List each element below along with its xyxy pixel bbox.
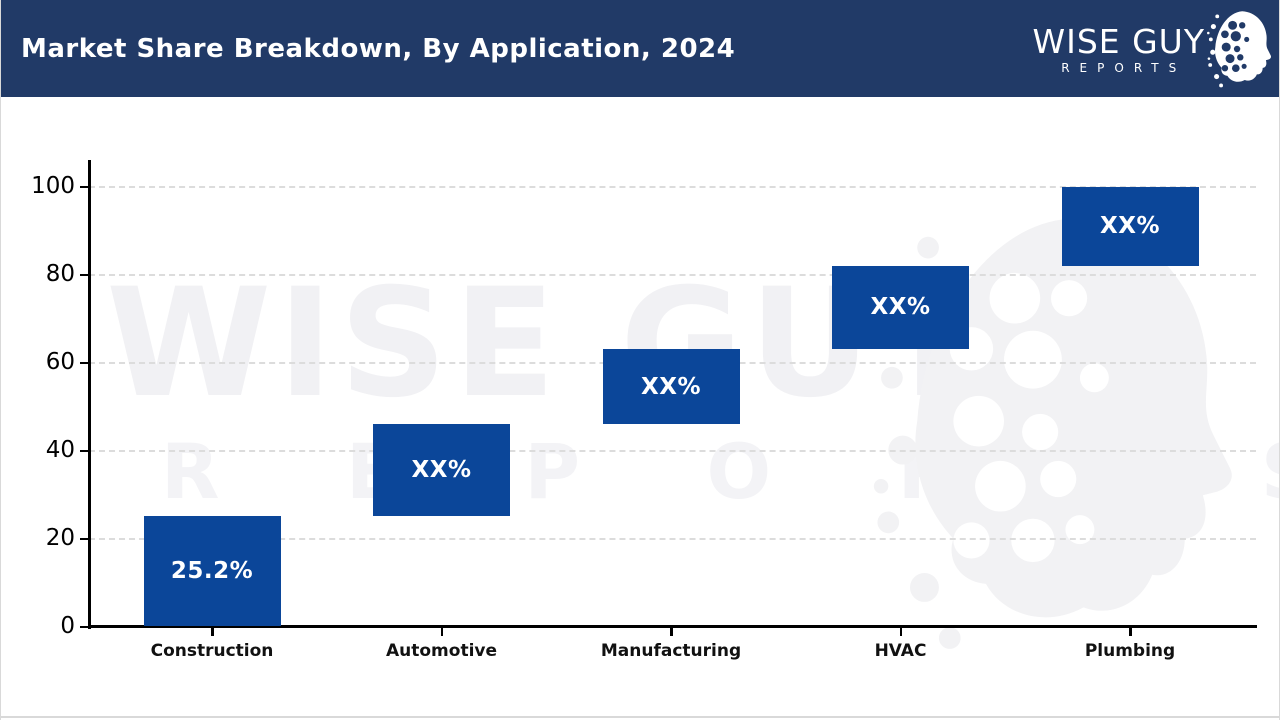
y-tick-label: 40 bbox=[45, 436, 75, 463]
y-tick-mark bbox=[80, 361, 89, 364]
y-tick-mark bbox=[80, 185, 89, 188]
brand-logo-text: WISE GUY REPORTS bbox=[1032, 25, 1205, 74]
y-axis-line bbox=[88, 160, 91, 629]
x-tick-mark bbox=[1129, 628, 1132, 636]
y-tick-mark bbox=[80, 449, 89, 452]
brand-name: WISE GUY bbox=[1032, 21, 1205, 61]
brand-subname: REPORTS bbox=[1061, 60, 1187, 75]
bar-manufacturing: XX% bbox=[602, 349, 740, 425]
x-axis-line bbox=[88, 625, 1257, 628]
gridline-80 bbox=[89, 273, 1256, 276]
brand-logo: WISE GUY REPORTS bbox=[1032, 6, 1271, 92]
bottom-border bbox=[1, 716, 1279, 718]
chart-area: WISE GUY R E P O R T S 0 20 40 60 80 100 25.2%… bbox=[1, 97, 1279, 717]
x-category-label: HVAC bbox=[874, 640, 927, 661]
y-tick-mark bbox=[80, 625, 89, 628]
bar-value-label: XX% bbox=[1099, 213, 1160, 240]
x-tick-mark bbox=[670, 628, 673, 636]
x-category-label: Plumbing bbox=[1084, 640, 1176, 661]
gridline-40 bbox=[89, 449, 1256, 452]
bar-construction: 25.2% bbox=[143, 515, 281, 627]
y-tick-label: 0 bbox=[60, 612, 75, 639]
bar-value-label: XX% bbox=[640, 373, 701, 400]
gridline-20 bbox=[89, 537, 1256, 540]
x-tick-mark bbox=[440, 628, 443, 636]
x-tick-mark bbox=[899, 628, 902, 636]
y-tick-mark bbox=[80, 273, 89, 276]
bar-value-label: XX% bbox=[870, 294, 931, 321]
y-tick-label: 60 bbox=[45, 348, 75, 375]
head-profile-icon bbox=[1207, 11, 1271, 88]
y-tick-mark bbox=[80, 537, 89, 540]
bar-value-label: XX% bbox=[411, 456, 472, 483]
bar-plumbing: XX% bbox=[1061, 186, 1199, 266]
y-tick-label: 20 bbox=[45, 524, 75, 551]
header-bar: Market Share Breakdown, By Application, … bbox=[1, 0, 1279, 97]
x-category-label: Manufacturing bbox=[600, 640, 742, 661]
x-category-label: Construction bbox=[150, 640, 274, 661]
bar-hvac: XX% bbox=[832, 265, 969, 350]
x-category-label: Automotive bbox=[385, 640, 498, 661]
page-title: Market Share Breakdown, By Application, … bbox=[21, 33, 736, 64]
y-tick-label: 80 bbox=[45, 260, 75, 287]
y-tick-label: 100 bbox=[31, 172, 75, 199]
gridline-100 bbox=[89, 185, 1256, 188]
bar-automotive: XX% bbox=[373, 424, 510, 516]
bar-value-label: 25.2% bbox=[170, 558, 254, 585]
x-tick-mark bbox=[211, 628, 214, 636]
